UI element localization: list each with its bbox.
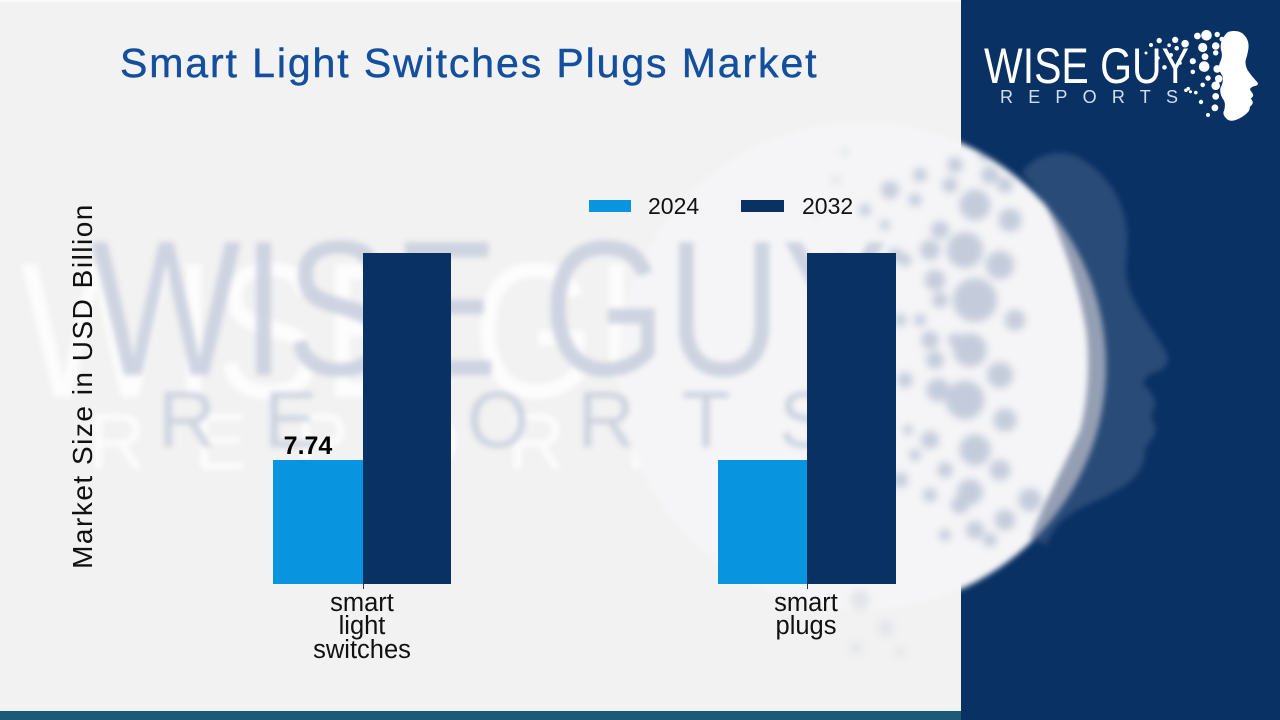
svg-text:WISE GUY: WISE GUY (91, 200, 888, 416)
svg-text:WISE GUY: WISE GUY (984, 38, 1189, 94)
svg-text:REPORTS: REPORTS (158, 375, 832, 464)
